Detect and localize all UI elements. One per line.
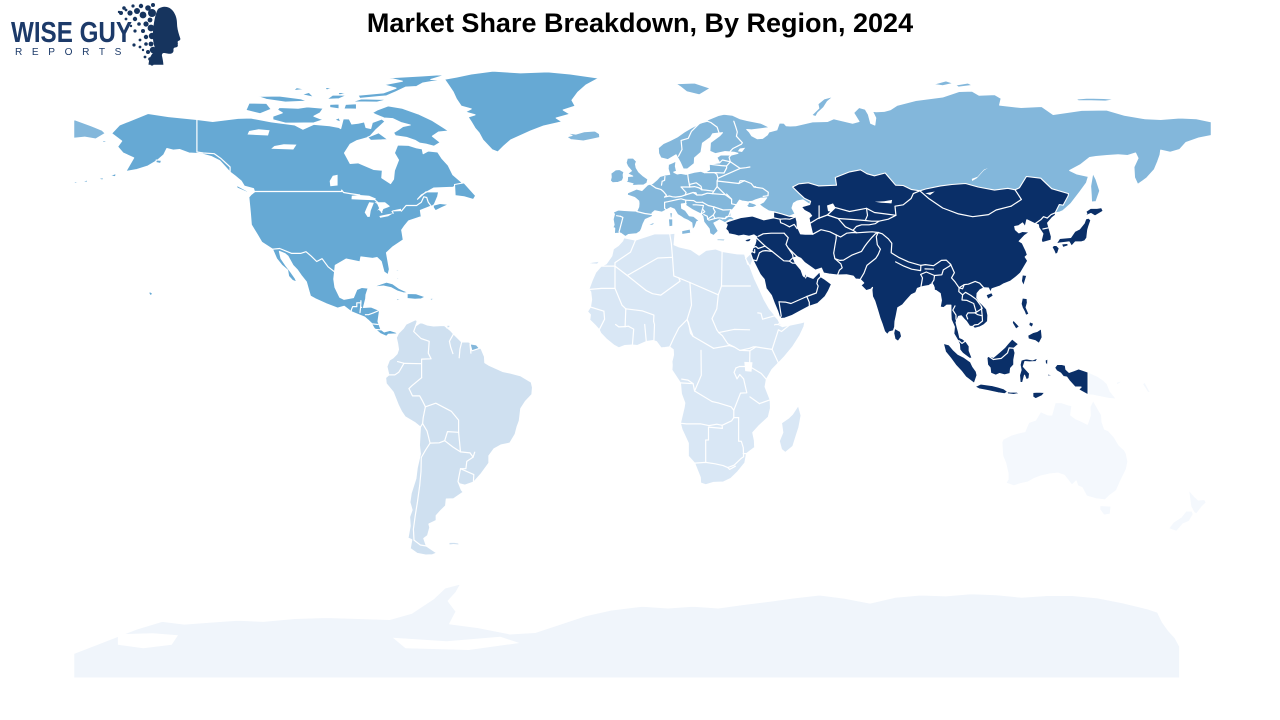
svg-text:REPORTS: REPORTS (15, 46, 131, 58)
svg-text:WISE GUY: WISE GUY (11, 17, 132, 49)
